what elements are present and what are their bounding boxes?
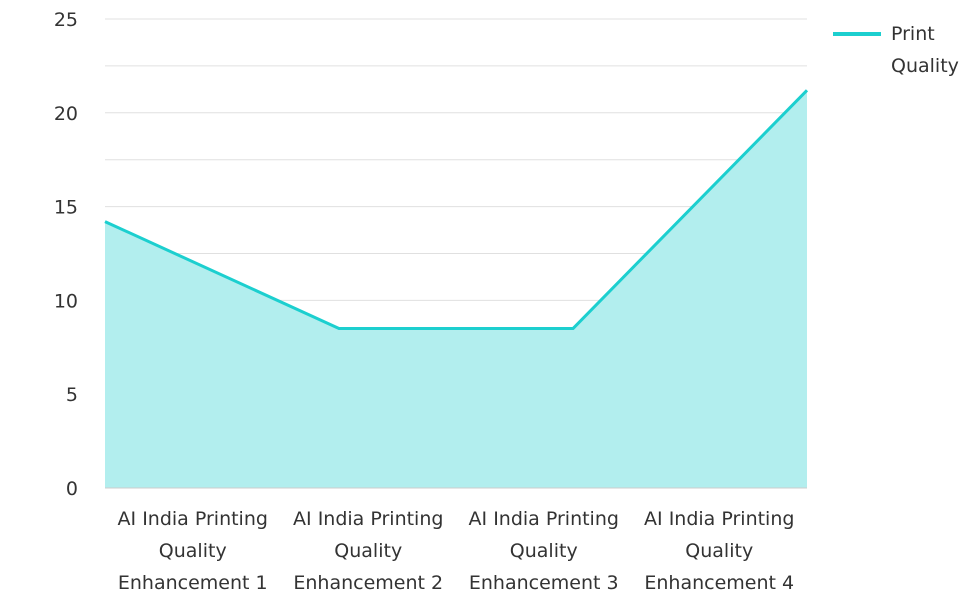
legend: Print Quality (833, 23, 959, 77)
x-category-label: AI India Printing Quality Enhancement 2 (293, 508, 443, 591)
x-category-label: AI India Printing Quality Enhancement 1 (118, 508, 268, 591)
area-fill (105, 90, 807, 489)
x-tick-label-line: AI India Printing (293, 508, 443, 530)
x-tick-label-line: Enhancement 4 (644, 572, 794, 591)
y-tick-label: 20 (54, 103, 78, 125)
x-category-label: AI India Printing Quality Enhancement 3 (469, 508, 619, 591)
y-tick-label: 0 (66, 478, 78, 500)
plot-area (104, 89, 809, 489)
x-tick-label-line: Quality (334, 540, 402, 562)
x-tick-label-line: AI India Printing (469, 508, 619, 530)
x-tick-label-line: Quality (510, 540, 578, 562)
y-tick-label: 10 (54, 290, 78, 312)
legend-label: Print (891, 23, 935, 45)
x-tick-label-line: AI India Printing (118, 508, 268, 530)
series-line-print-quality (104, 89, 809, 331)
y-axis: 0 5 10 15 20 25 (54, 9, 78, 500)
x-tick-label-line: Enhancement 2 (293, 572, 443, 591)
x-tick-label-line: AI India Printing (644, 508, 794, 530)
y-tick-label: 15 (54, 197, 78, 219)
y-tick-label: 25 (54, 9, 78, 31)
x-category-label: AI India Printing Quality Enhancement 4 (644, 508, 794, 591)
x-tick-label-line: Quality (685, 540, 753, 562)
x-tick-label-line: Enhancement 1 (118, 572, 268, 591)
x-tick-label-line: Enhancement 3 (469, 572, 619, 591)
y-tick-label: 5 (66, 384, 78, 406)
legend-label: Quality (891, 55, 959, 77)
x-tick-label-line: Quality (159, 540, 227, 562)
